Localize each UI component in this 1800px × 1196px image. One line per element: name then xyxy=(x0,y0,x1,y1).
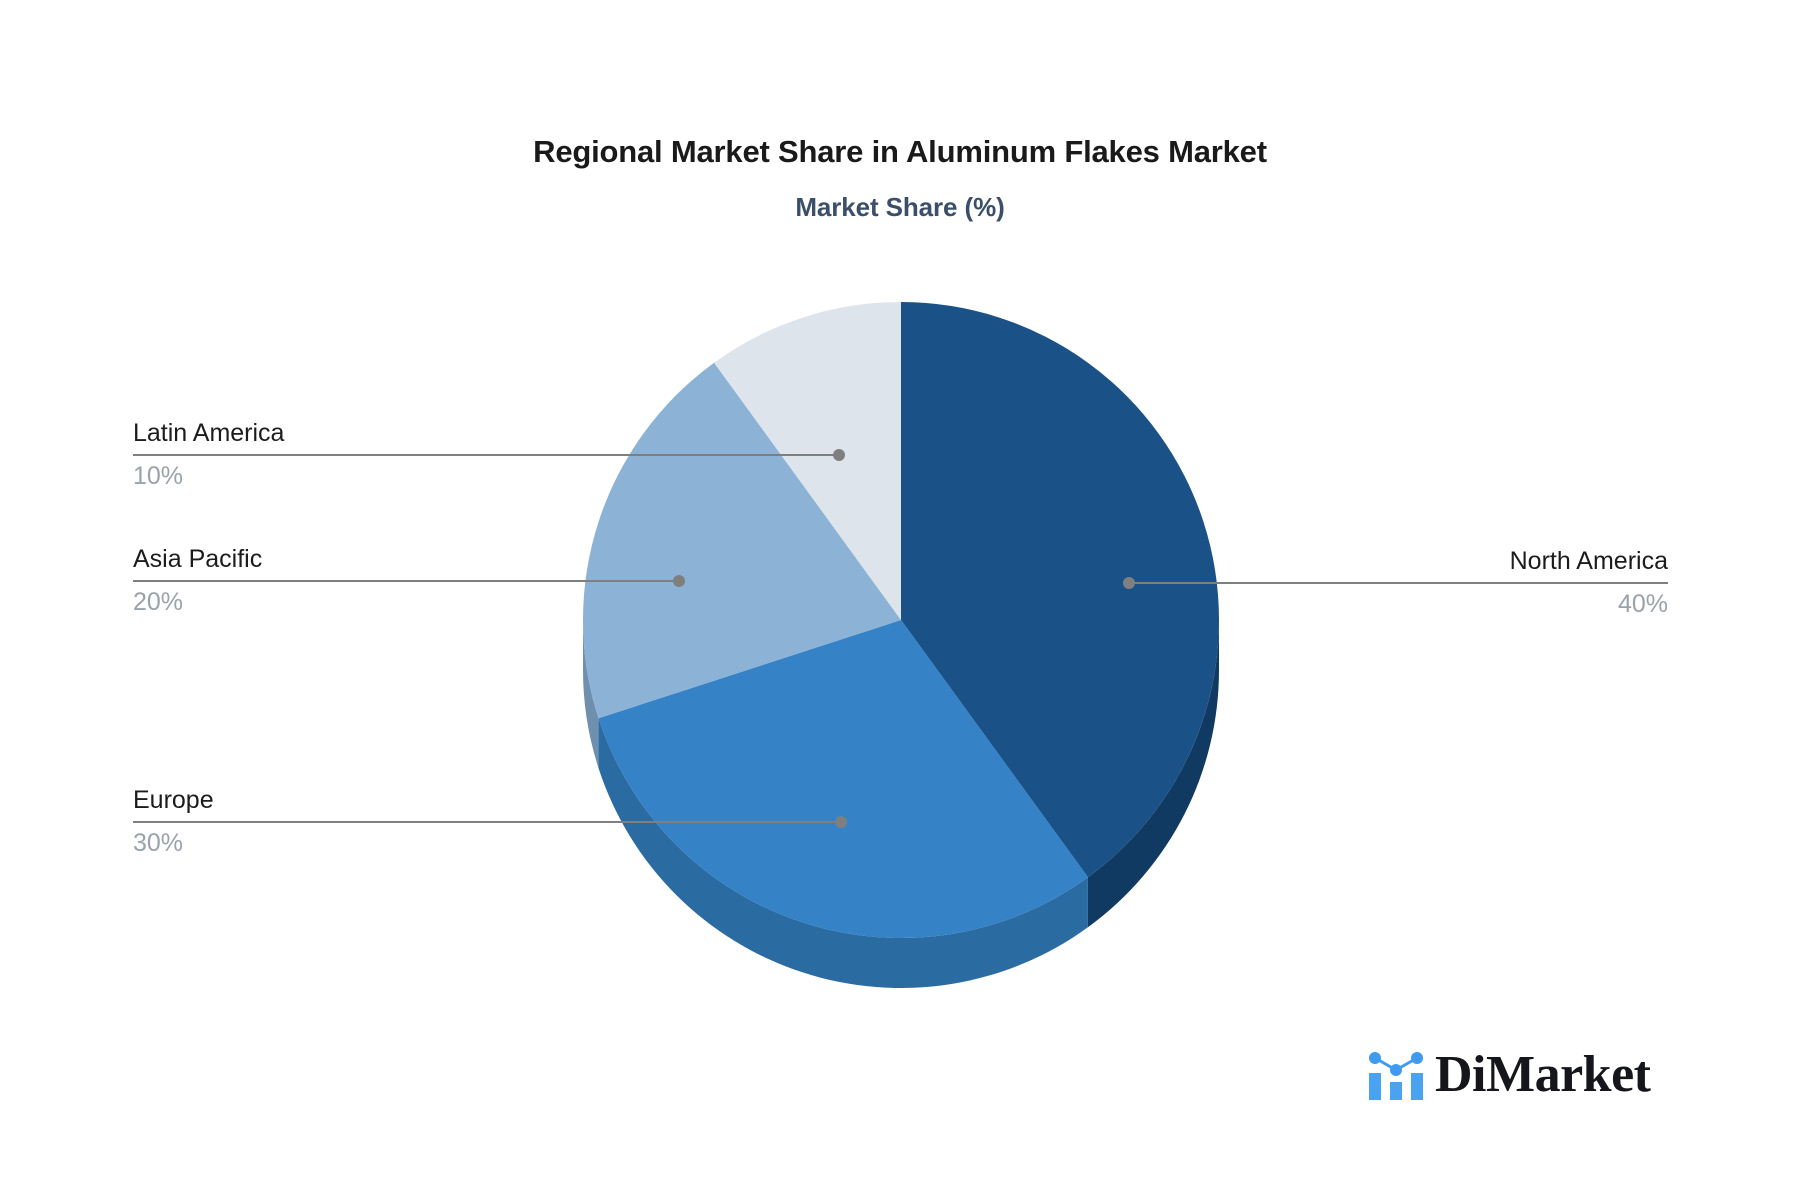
pie-top-faces xyxy=(582,302,1219,938)
callout-north-america[interactable]: North America 40% xyxy=(1510,546,1668,619)
anchor-dot-asia-pacific xyxy=(673,575,685,587)
bar-chart-logo-icon xyxy=(1369,1052,1423,1100)
pie-side-north-america xyxy=(1087,620,1219,928)
pie-slice-asia-pacific[interactable] xyxy=(582,362,901,719)
callout-value-asia-pacific: 20% xyxy=(133,588,184,616)
callout-value-europe: 30% xyxy=(133,829,184,857)
callout-asia-pacific[interactable]: Asia Pacific 20% xyxy=(133,544,262,617)
brand-logo: DiMarket xyxy=(1367,1046,1651,1103)
callout-label-latin-america: Latin America xyxy=(133,419,285,447)
pie-leader-lines xyxy=(133,454,1668,823)
pie-slice-latin-america[interactable] xyxy=(714,302,901,620)
callout-label-asia-pacific: Asia Pacific xyxy=(133,545,263,573)
pie-depth-walls xyxy=(583,620,1219,988)
pie-slice-north-america[interactable] xyxy=(901,302,1219,878)
callout-value-latin-america: 10% xyxy=(133,462,184,490)
anchor-dot-latin-america xyxy=(833,449,845,461)
pie-side-europe xyxy=(598,718,1088,988)
callout-europe[interactable]: Europe 30% xyxy=(133,785,214,858)
pie-anchor-dots xyxy=(673,449,1135,828)
pie-side-asia-pacific xyxy=(583,620,599,769)
callout-label-europe: Europe xyxy=(133,786,214,814)
page-title: Regional Market Share in Aluminum Flakes… xyxy=(533,134,1267,169)
callout-latin-america[interactable]: Latin America 10% xyxy=(133,418,284,491)
pie-slice-europe[interactable] xyxy=(598,620,1088,938)
callout-value-north-america: 40% xyxy=(1617,590,1668,618)
brand-name: DiMarket xyxy=(1435,1046,1651,1103)
chart-subtitle: Market Share (%) xyxy=(795,192,1005,222)
anchor-dot-north-america xyxy=(1123,577,1135,589)
callout-label-north-america: North America xyxy=(1509,547,1668,575)
anchor-dot-europe xyxy=(835,816,847,828)
